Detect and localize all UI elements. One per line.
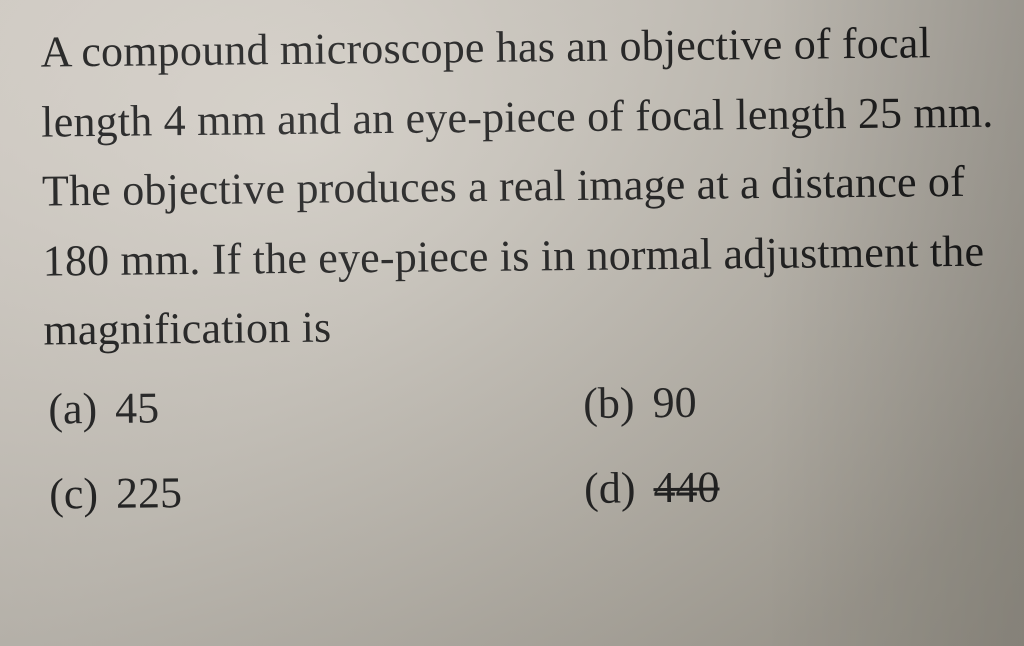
- question-text: A compound microscope has an objective o…: [40, 8, 998, 366]
- option-b-label: (b): [583, 377, 635, 429]
- option-a-value: 45: [115, 382, 160, 433]
- option-d-label: (d): [584, 462, 636, 514]
- option-a: (a) 45: [48, 379, 464, 434]
- option-c-label: (c): [49, 468, 98, 520]
- option-b-value: 90: [652, 376, 697, 427]
- option-d-value: 440: [653, 461, 720, 513]
- option-b: (b) 90: [583, 373, 999, 428]
- option-a-label: (a): [48, 383, 97, 435]
- option-d: (d) 440: [584, 458, 1000, 513]
- option-c: (c) 225: [49, 464, 465, 519]
- option-c-value: 225: [116, 467, 183, 519]
- options-grid: (a) 45 (b) 90 (c) 225 (d) 440: [44, 373, 999, 519]
- page-content: A compound microscope has an objective o…: [0, 0, 1024, 520]
